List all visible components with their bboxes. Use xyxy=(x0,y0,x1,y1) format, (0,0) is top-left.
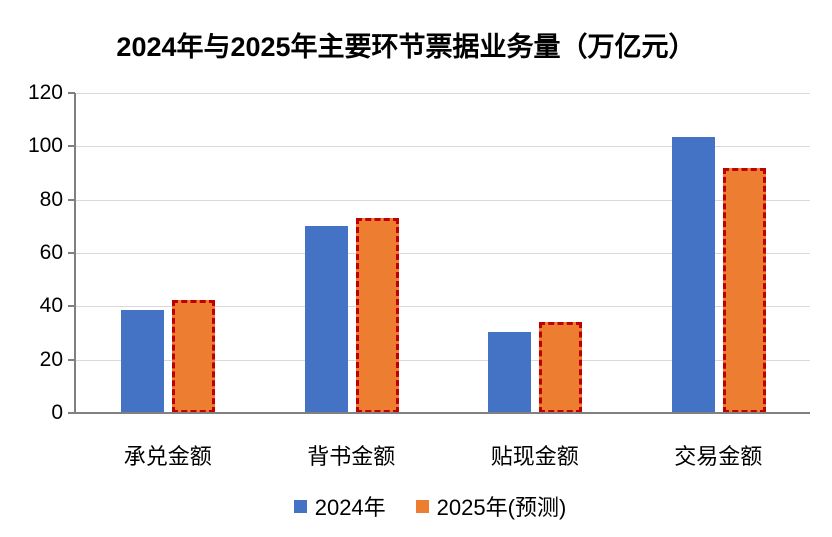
plot-area xyxy=(68,92,810,414)
legend-item-2024年: 2024年 xyxy=(293,490,386,522)
chart-title: 2024年与2025年主要环节票据业务量（万亿元） xyxy=(116,32,696,62)
gridline-20 xyxy=(76,359,810,361)
legend: 2024年 2025年(预测) xyxy=(28,490,832,522)
legend-item-2025年(预测): 2025年(预测) xyxy=(415,490,567,522)
bar-2024年-贴现金额 xyxy=(488,332,532,413)
gridline-40 xyxy=(76,306,810,308)
y-axis-line xyxy=(74,93,76,414)
y-tick-40 xyxy=(68,305,75,308)
bar-2025年(预测)-承兑金额 xyxy=(172,300,216,413)
bar-2024年-背书金额 xyxy=(304,226,348,413)
y-tick-100 xyxy=(68,145,75,148)
gridline-60 xyxy=(76,253,810,254)
y-axis-label-60: 60 xyxy=(39,241,63,264)
bar-2025年(预测)-交易金额 xyxy=(722,168,766,413)
y-tick-80 xyxy=(68,198,75,201)
y-axis-label-100: 100 xyxy=(27,134,63,158)
legend-swatch xyxy=(415,499,429,513)
gridline-120 xyxy=(76,93,810,94)
legend-label: 2024年 xyxy=(314,495,386,520)
legend-label: 2025年(预测) xyxy=(436,495,567,520)
bar-2024年-承兑金额 xyxy=(121,310,165,413)
bar-2025年(预测)-背书金额 xyxy=(355,218,399,413)
y-axis-label-80: 80 xyxy=(39,187,63,211)
x-axis-line xyxy=(68,412,810,414)
x-axis-label-贴现金额: 贴现金额 xyxy=(490,444,579,469)
legend-swatch xyxy=(293,499,307,513)
y-tick-60 xyxy=(68,252,75,254)
y-axis-label-120: 120 xyxy=(27,81,63,104)
y-axis-label-0: 0 xyxy=(51,401,63,424)
x-axis-label-承兑金额: 承兑金额 xyxy=(123,444,212,469)
y-tick-20 xyxy=(68,358,75,361)
y-tick-120 xyxy=(68,92,75,94)
bar-2024年-交易金额 xyxy=(671,137,715,413)
x-axis-label-背书金额: 背书金额 xyxy=(307,444,396,469)
x-axis-label-交易金额: 交易金额 xyxy=(674,444,763,469)
gridline-100 xyxy=(76,146,810,148)
bar-2025年(预测)-贴现金额 xyxy=(539,322,583,413)
y-axis-label-20: 20 xyxy=(39,347,63,371)
gridline-80 xyxy=(76,199,810,201)
y-axis-label-40: 40 xyxy=(39,294,63,318)
